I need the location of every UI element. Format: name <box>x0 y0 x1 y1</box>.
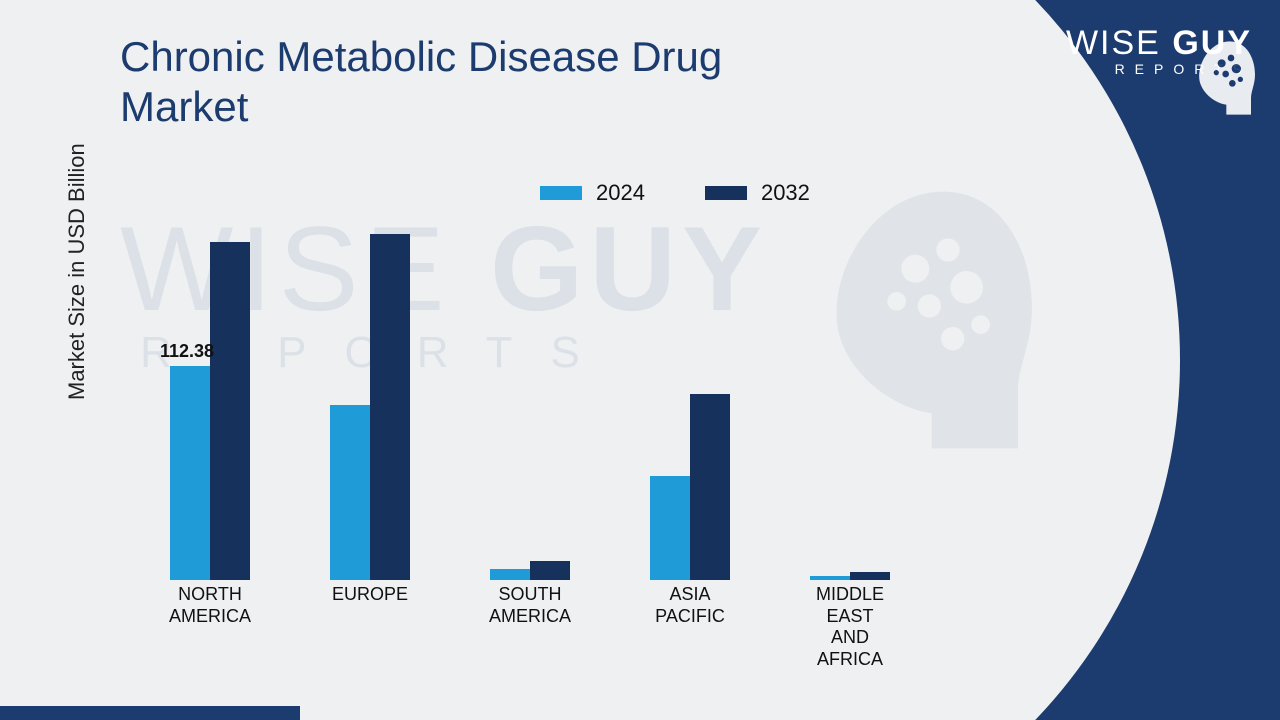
x-axis-label: MIDDLEEASTANDAFRICA <box>780 584 920 670</box>
bar-2032 <box>210 242 250 580</box>
bar-2024 <box>490 569 530 580</box>
logo-head-icon <box>1188 38 1258 118</box>
bar-group <box>300 234 440 580</box>
bar-group <box>620 394 760 580</box>
bar-2032 <box>850 572 890 580</box>
bar-2032 <box>690 394 730 580</box>
x-axis-labels: NORTHAMERICA EUROPE SOUTHAMERICA ASIAPACIFI… <box>140 584 920 684</box>
brand-logo: WISE GUY REPORTS <box>1066 24 1252 77</box>
bar-group <box>780 572 920 580</box>
x-axis-label: NORTHAMERICA <box>140 584 280 627</box>
x-axis-label: EUROPE <box>300 584 440 606</box>
bar-2032 <box>370 234 410 580</box>
bar-2024 <box>810 576 850 580</box>
x-axis-label: ASIAPACIFIC <box>620 584 760 627</box>
bar-group: 112.38 <box>140 242 280 580</box>
bar-value-label: 112.38 <box>160 341 214 362</box>
page-root: WISE GUY REPORTS WISE GUY REPORTS Chroni… <box>0 0 1280 720</box>
logo-wise: WISE <box>1066 24 1161 62</box>
bar-2024 <box>170 366 210 580</box>
x-axis-label: SOUTHAMERICA <box>460 584 600 627</box>
bar-2024 <box>330 405 370 580</box>
bar-2024 <box>650 476 690 581</box>
bar-2032 <box>530 561 570 580</box>
y-axis-label: Market Size in USD Billion <box>64 143 90 400</box>
legend-swatch-2024 <box>540 186 582 200</box>
chart-area: Market Size in USD Billion 2024 2032 112… <box>100 150 920 690</box>
bar-group <box>460 561 600 580</box>
footer-accent-bar <box>0 706 300 720</box>
chart-title: Chronic Metabolic Disease Drug Market <box>120 32 820 131</box>
plot-area: 112.38 <box>140 200 920 580</box>
legend-swatch-2032 <box>705 186 747 200</box>
